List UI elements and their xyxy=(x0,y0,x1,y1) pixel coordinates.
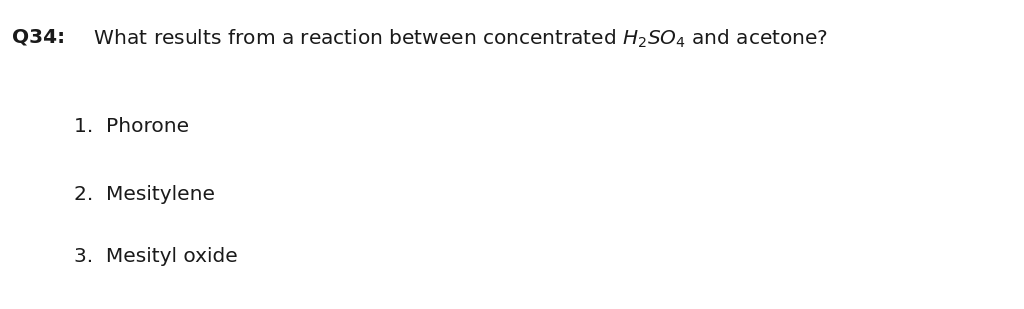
Text: 1.  Phorone: 1. Phorone xyxy=(74,117,188,136)
Text: What results from a reaction between concentrated $H_2SO_4$ and acetone?: What results from a reaction between con… xyxy=(81,28,828,50)
Text: 3.  Mesityl oxide: 3. Mesityl oxide xyxy=(74,247,238,266)
Text: 2.  Mesitylene: 2. Mesitylene xyxy=(74,185,215,204)
Text: Q34:: Q34: xyxy=(12,28,66,47)
